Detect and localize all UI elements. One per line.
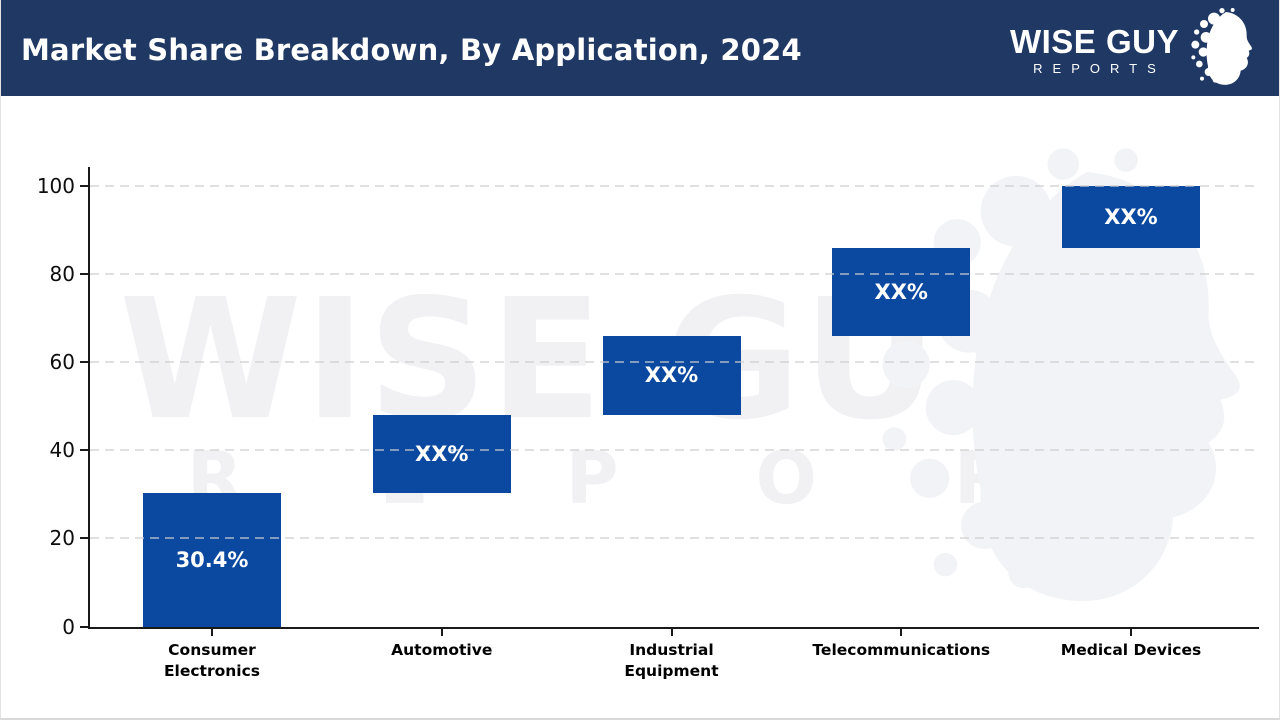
page-title: Market Share Breakdown, By Application, … xyxy=(21,33,802,67)
x-axis-line xyxy=(88,627,1259,629)
gridline-100 xyxy=(90,184,1259,187)
bar-value-label-automotive: XX% xyxy=(415,441,469,466)
y-tick-mark-40 xyxy=(80,449,88,452)
bar-consumer-electronics xyxy=(143,492,281,627)
bar-medical-devices xyxy=(1062,185,1200,248)
y-tick-mark-100 xyxy=(80,184,88,187)
x-tick-mark-automotive xyxy=(440,629,443,636)
x-tick-mark-medical-devices xyxy=(1130,629,1132,636)
y-tick-label-20: 20 xyxy=(49,526,75,551)
y-tick-label-0: 0 xyxy=(62,614,75,639)
x-tick-mark-industrial-equipment xyxy=(670,629,673,636)
x-tick-label-telecommunications: Telecommunications xyxy=(812,641,991,659)
header-bar: Market Share Breakdown, By Application, … xyxy=(1,0,1279,96)
bar-value-label-consumer-electronics: 30.4% xyxy=(175,547,249,572)
brand-subtitle: REPORTS xyxy=(1033,61,1166,76)
gridline-40 xyxy=(90,449,1259,452)
y-axis-line xyxy=(88,167,90,629)
brand-logo: WISE GUY REPORTS xyxy=(1010,8,1267,88)
x-tick-label-automotive: Automotive xyxy=(391,641,493,659)
x-tick-label-consumer-electronics: Consumer Electronics xyxy=(163,641,261,680)
brand-head-icon xyxy=(1191,8,1252,85)
bar-telecommunications xyxy=(832,247,971,336)
gridline-20 xyxy=(90,537,1259,540)
y-tick-mark-0 xyxy=(80,625,88,628)
y-tick-label-60: 60 xyxy=(49,350,75,375)
bar-automotive xyxy=(372,415,511,493)
brand-wordmark: WISE GUY REPORTS xyxy=(1010,25,1179,77)
brand-name: WISE GUY xyxy=(1009,23,1179,60)
x-tick-mark-telecommunications xyxy=(900,629,903,636)
bar-value-label-telecommunications: XX% xyxy=(874,279,928,304)
bar-value-label-medical-devices: XX% xyxy=(1104,204,1158,229)
gridline-60 xyxy=(90,361,1259,364)
bar-industrial-equipment xyxy=(602,335,741,416)
bar-value-label-industrial-equipment: XX% xyxy=(644,363,699,388)
x-tick-label-medical-devices: Medical Devices xyxy=(1060,641,1202,659)
x-tick-label-industrial-equipment: Industrial Equipment xyxy=(624,641,719,680)
y-tick-label-80: 80 xyxy=(49,262,75,287)
gridline-80 xyxy=(90,273,1259,276)
y-tick-label-100: 100 xyxy=(36,173,75,198)
y-tick-mark-20 xyxy=(80,537,88,540)
y-tick-mark-80 xyxy=(80,273,88,276)
y-tick-mark-60 xyxy=(80,361,88,364)
x-tick-mark-consumer-electronics xyxy=(211,629,213,636)
y-tick-label-40: 40 xyxy=(49,438,75,463)
